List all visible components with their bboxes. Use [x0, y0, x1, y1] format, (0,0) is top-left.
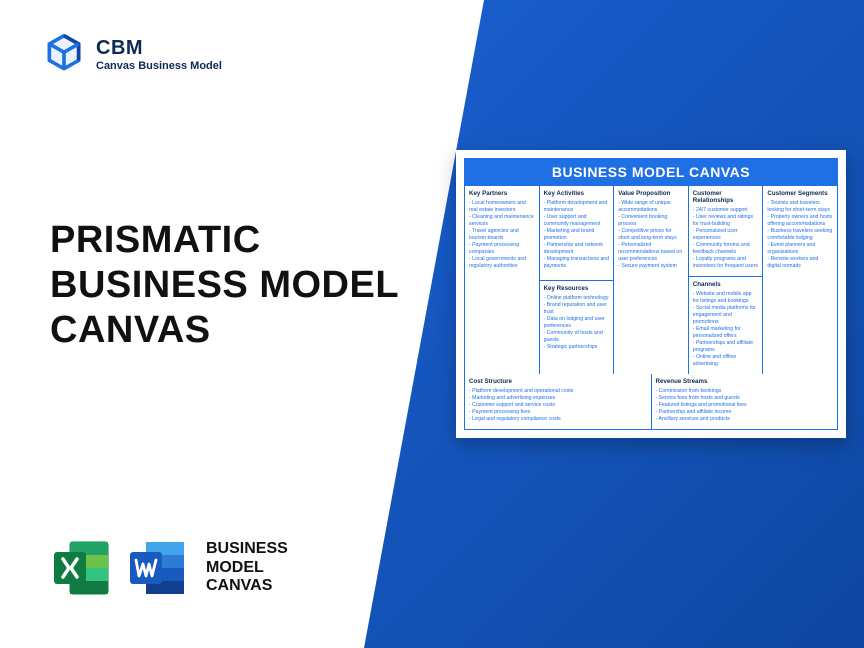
- list-channels: Website and mobile app for listings and …: [693, 291, 759, 368]
- word-icon: [126, 536, 190, 600]
- app-label-2: MODEL: [206, 559, 288, 577]
- heading-channels: Channels: [693, 281, 759, 288]
- list-item: Ancillary services and products: [656, 416, 834, 423]
- app-label-3: CANVAS: [206, 577, 288, 595]
- page-headline: PRISMATIC BUSINESS MODEL CANVAS: [50, 218, 399, 352]
- list-item: Community forums and feedback channels: [693, 242, 759, 256]
- list-item: Customer support and service costs: [469, 402, 647, 409]
- canvas-grid-top: Key Partners Local homeowners and real e…: [464, 186, 838, 374]
- business-model-canvas-card: BUSINESS MODEL CANVAS Key Partners Local…: [456, 150, 846, 438]
- list-customer-relationships: 24/7 customer supportUser reviews and ra…: [693, 207, 759, 270]
- list-item: Personalized user experiences: [693, 228, 759, 242]
- list-item: User reviews and ratings for trust-build…: [693, 214, 759, 228]
- list-item: Data on lodging and user preferences: [544, 316, 610, 330]
- hexagon-logo-icon: [42, 32, 86, 76]
- list-item: Partnership and affiliate income: [656, 409, 834, 416]
- headline-line-1: PRISMATIC: [50, 218, 399, 263]
- col-activities-resources: Key Activities Platform development and …: [540, 186, 615, 374]
- list-item: Convenient booking process: [618, 214, 684, 228]
- list-item: Partnership and network development: [544, 242, 610, 256]
- list-item: Property owners and hosts offering accom…: [767, 214, 833, 228]
- list-key-resources: Online platform technologyBrand reputati…: [544, 295, 610, 351]
- list-item: Travel agencies and tourism boards: [469, 228, 535, 242]
- list-item: Platform development and operational cos…: [469, 388, 647, 395]
- list-item: Competitive prices for short and long-te…: [618, 228, 684, 242]
- logo-subtitle: Canvas Business Model: [96, 60, 222, 72]
- list-item: Remote workers and digital nomads: [767, 256, 833, 270]
- list-item: Local homeowners and real estate investo…: [469, 200, 535, 214]
- list-item: Community of hosts and guests: [544, 330, 610, 344]
- list-item: Payment processing companies: [469, 242, 535, 256]
- list-item: Legal and regulatory compliance costs: [469, 416, 647, 423]
- heading-key-activities: Key Activities: [544, 190, 610, 197]
- list-item: Tourists and travelers looking for short…: [767, 200, 833, 214]
- heading-cost-structure: Cost Structure: [469, 378, 647, 385]
- list-item: Cleaning and maintenance services: [469, 214, 535, 228]
- list-customer-segments: Tourists and travelers looking for short…: [767, 200, 833, 270]
- list-item: Website and mobile app for listings and …: [693, 291, 759, 305]
- heading-value-proposition: Value Proposition: [618, 190, 684, 197]
- list-item: Online platform technology: [544, 295, 610, 302]
- list-item: User support and community management: [544, 214, 610, 228]
- cell-customer-segments: Customer Segments Tourists and travelers…: [763, 186, 838, 374]
- headline-line-2: BUSINESS MODEL: [50, 263, 399, 308]
- list-item: Payment processing fees: [469, 409, 647, 416]
- cell-key-activities: Key Activities Platform development and …: [540, 186, 614, 281]
- app-label-1: BUSINESS: [206, 540, 288, 558]
- cell-key-resources: Key Resources Online platform technology…: [540, 281, 614, 375]
- headline-line-3: CANVAS: [50, 308, 399, 353]
- col-relationships-channels: Customer Relationships 24/7 customer sup…: [689, 186, 764, 374]
- cell-value-proposition: Value Proposition Wide range of unique a…: [614, 186, 689, 374]
- list-key-partners: Local homeowners and real estate investo…: [469, 200, 535, 270]
- brand-logo: CBM Canvas Business Model: [42, 32, 222, 76]
- heading-key-resources: Key Resources: [544, 285, 610, 292]
- list-item: Service fees from hosts and guests: [656, 395, 834, 402]
- list-revenue-streams: Commission from bookingsService fees fro…: [656, 388, 834, 423]
- list-cost-structure: Platform development and operational cos…: [469, 388, 647, 423]
- list-item: Social media platforms for engagement an…: [693, 305, 759, 326]
- heading-key-partners: Key Partners: [469, 190, 535, 197]
- list-item: 24/7 customer support: [693, 207, 759, 214]
- list-item: Marketing and brand promotion: [544, 228, 610, 242]
- list-item: Event planners and organizations: [767, 242, 833, 256]
- list-value-proposition: Wide range of unique accommodationsConve…: [618, 200, 684, 270]
- list-item: Business travelers seeking comfortable l…: [767, 228, 833, 242]
- list-item: Local governments and regulatory authori…: [469, 256, 535, 270]
- list-item: Managing transactions and payments: [544, 256, 610, 270]
- heading-customer-segments: Customer Segments: [767, 190, 833, 197]
- list-item: Featured listings and promotional fees: [656, 402, 834, 409]
- list-item: Strategic partnerships: [544, 344, 610, 351]
- list-item: Personalized recommendations based on us…: [618, 242, 684, 263]
- heading-revenue-streams: Revenue Streams: [656, 378, 834, 385]
- list-item: Email marketing for personalized offers: [693, 326, 759, 340]
- cell-revenue-streams: Revenue Streams Commission from bookings…: [652, 374, 839, 429]
- heading-customer-relationships: Customer Relationships: [693, 190, 759, 204]
- list-item: Secure payment system: [618, 263, 684, 270]
- list-item: Partnerships and affiliate programs: [693, 340, 759, 354]
- excel-icon: [50, 536, 114, 600]
- cell-key-partners: Key Partners Local homeowners and real e…: [465, 186, 540, 374]
- list-item: Brand reputation and user trust: [544, 302, 610, 316]
- list-key-activities: Platform development and maintenanceUser…: [544, 200, 610, 270]
- list-item: Online and offline advertising: [693, 354, 759, 368]
- app-icons-row: BUSINESS MODEL CANVAS: [50, 536, 288, 600]
- list-item: Loyalty programs and incentives for freq…: [693, 256, 759, 270]
- cell-cost-structure: Cost Structure Platform development and …: [465, 374, 652, 429]
- list-item: Platform development and maintenance: [544, 200, 610, 214]
- canvas-grid-bottom: Cost Structure Platform development and …: [464, 374, 838, 430]
- cell-customer-relationships: Customer Relationships 24/7 customer sup…: [689, 186, 763, 277]
- cell-channels: Channels Website and mobile app for list…: [689, 277, 763, 374]
- canvas-title: BUSINESS MODEL CANVAS: [464, 158, 838, 186]
- list-item: Marketing and advertising expenses: [469, 395, 647, 402]
- list-item: Commission from bookings: [656, 388, 834, 395]
- list-item: Wide range of unique accommodations: [618, 200, 684, 214]
- logo-title: CBM: [96, 37, 222, 60]
